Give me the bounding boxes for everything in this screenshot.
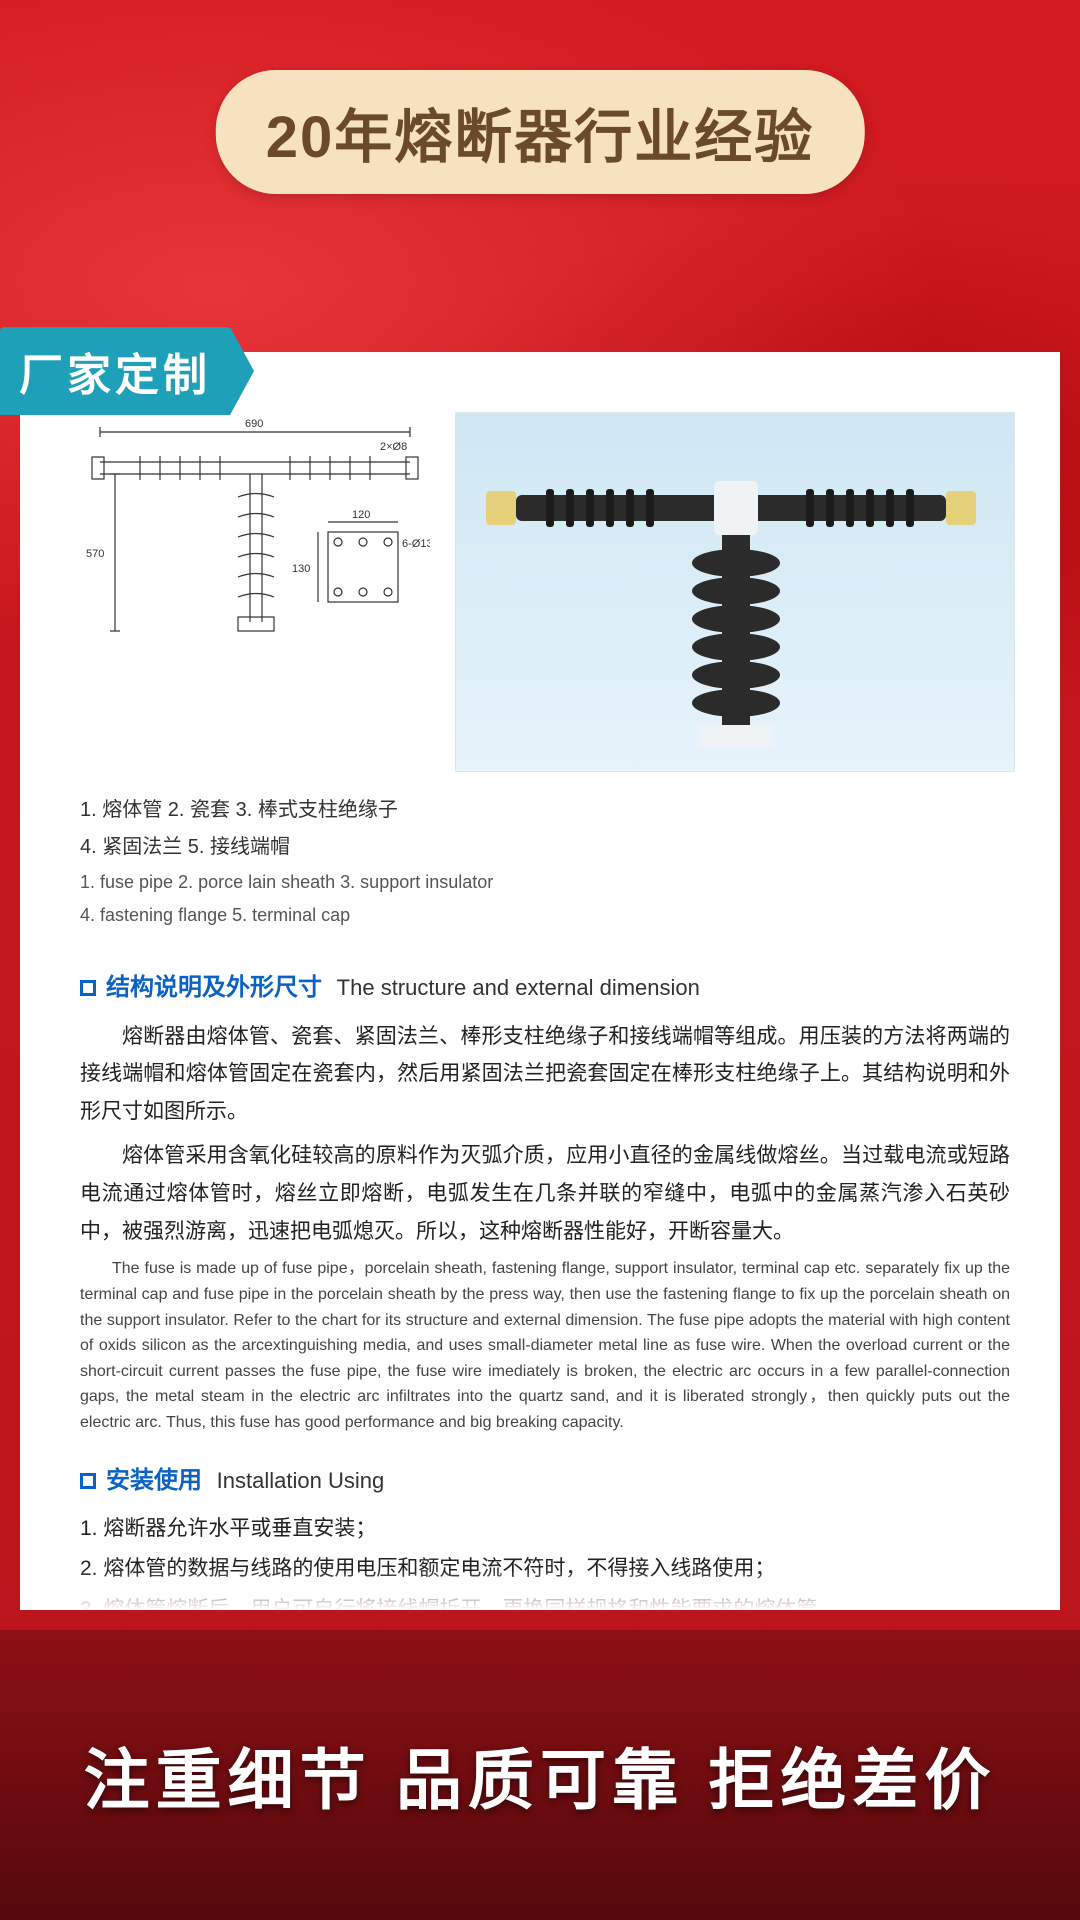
square-bullet-icon: [80, 980, 96, 996]
parts-legend: 1. 熔体管 2. 瓷套 3. 棒式支柱绝缘子 4. 紧固法兰 5. 接线端帽 …: [20, 792, 1060, 949]
factory-badge-text: 厂家定制: [19, 339, 211, 403]
diagram-svg: 690 2×Ø8 570: [80, 412, 430, 652]
legend-zh-2: 4. 紧固法兰 5. 接线端帽: [80, 829, 1020, 866]
legend-zh-1: 1. 熔体管 2. 瓷套 3. 棒式支柱绝缘子: [80, 792, 1020, 829]
section-install-en: Installation Using: [217, 1468, 385, 1493]
dim-hole: 2×Ø8: [380, 441, 407, 453]
structure-paragraphs: 熔断器由熔体管、瓷套、紧固法兰、棒形支柱绝缘子和接线端帽等组成。用压装的方法将两…: [20, 1008, 1060, 1442]
dim-plate-w: 120: [352, 509, 370, 521]
section-install-zh: 安装使用: [106, 1467, 202, 1494]
structure-en-p: The fuse is made up of fuse pipe，porcela…: [80, 1256, 1010, 1435]
legend-en-1: 1. fuse pipe 2. porce lain sheath 3. sup…: [80, 866, 1020, 899]
square-bullet-icon: [80, 1473, 96, 1489]
install-zh-1: 1. 熔断器允许水平或垂直安装；: [80, 1509, 1010, 1550]
page-title-text: 20年熔断器行业经验: [266, 105, 815, 170]
section-structure-en: The structure and external dimension: [337, 975, 700, 1000]
section-install-heading: 安装使用 Installation Using: [20, 1442, 1060, 1501]
section-structure-heading: 结构说明及外形尺寸 The structure and external dim…: [20, 949, 1060, 1008]
fade-overlay: [20, 1570, 1060, 1610]
structure-zh-p1: 熔断器由熔体管、瓷套、紧固法兰、棒形支柱绝缘子和接线端帽等组成。用压装的方法将两…: [80, 1018, 1010, 1131]
legend-en-2: 4. fastening flange 5. terminal cap: [80, 899, 1020, 932]
footer-banner: 注重细节 品质可靠 拒绝差价: [0, 1630, 1080, 1920]
factory-badge: 厂家定制: [0, 327, 230, 415]
engineering-diagram: 690 2×Ø8 570: [80, 412, 430, 772]
product-photo: [450, 412, 1020, 772]
page-title-pill: 20年熔断器行业经验: [216, 70, 865, 194]
dim-plate-h: 130: [292, 563, 310, 575]
top-row: 690 2×Ø8 570: [20, 352, 1060, 792]
document-card: 690 2×Ø8 570: [20, 352, 1060, 1610]
section-structure-zh: 结构说明及外形尺寸: [106, 974, 322, 1001]
product-svg: [456, 413, 1016, 773]
dim-plate-holes: 6-Ø13: [402, 538, 430, 550]
dim-height: 570: [86, 548, 104, 560]
dim-width: 690: [245, 418, 263, 430]
footer-slogan: 注重细节 品质可靠 拒绝差价: [84, 1727, 997, 1823]
structure-zh-p2: 熔体管采用含氧化硅较高的原料作为灭弧介质，应用小直径的金属线做熔丝。当过载电流或…: [80, 1137, 1010, 1250]
